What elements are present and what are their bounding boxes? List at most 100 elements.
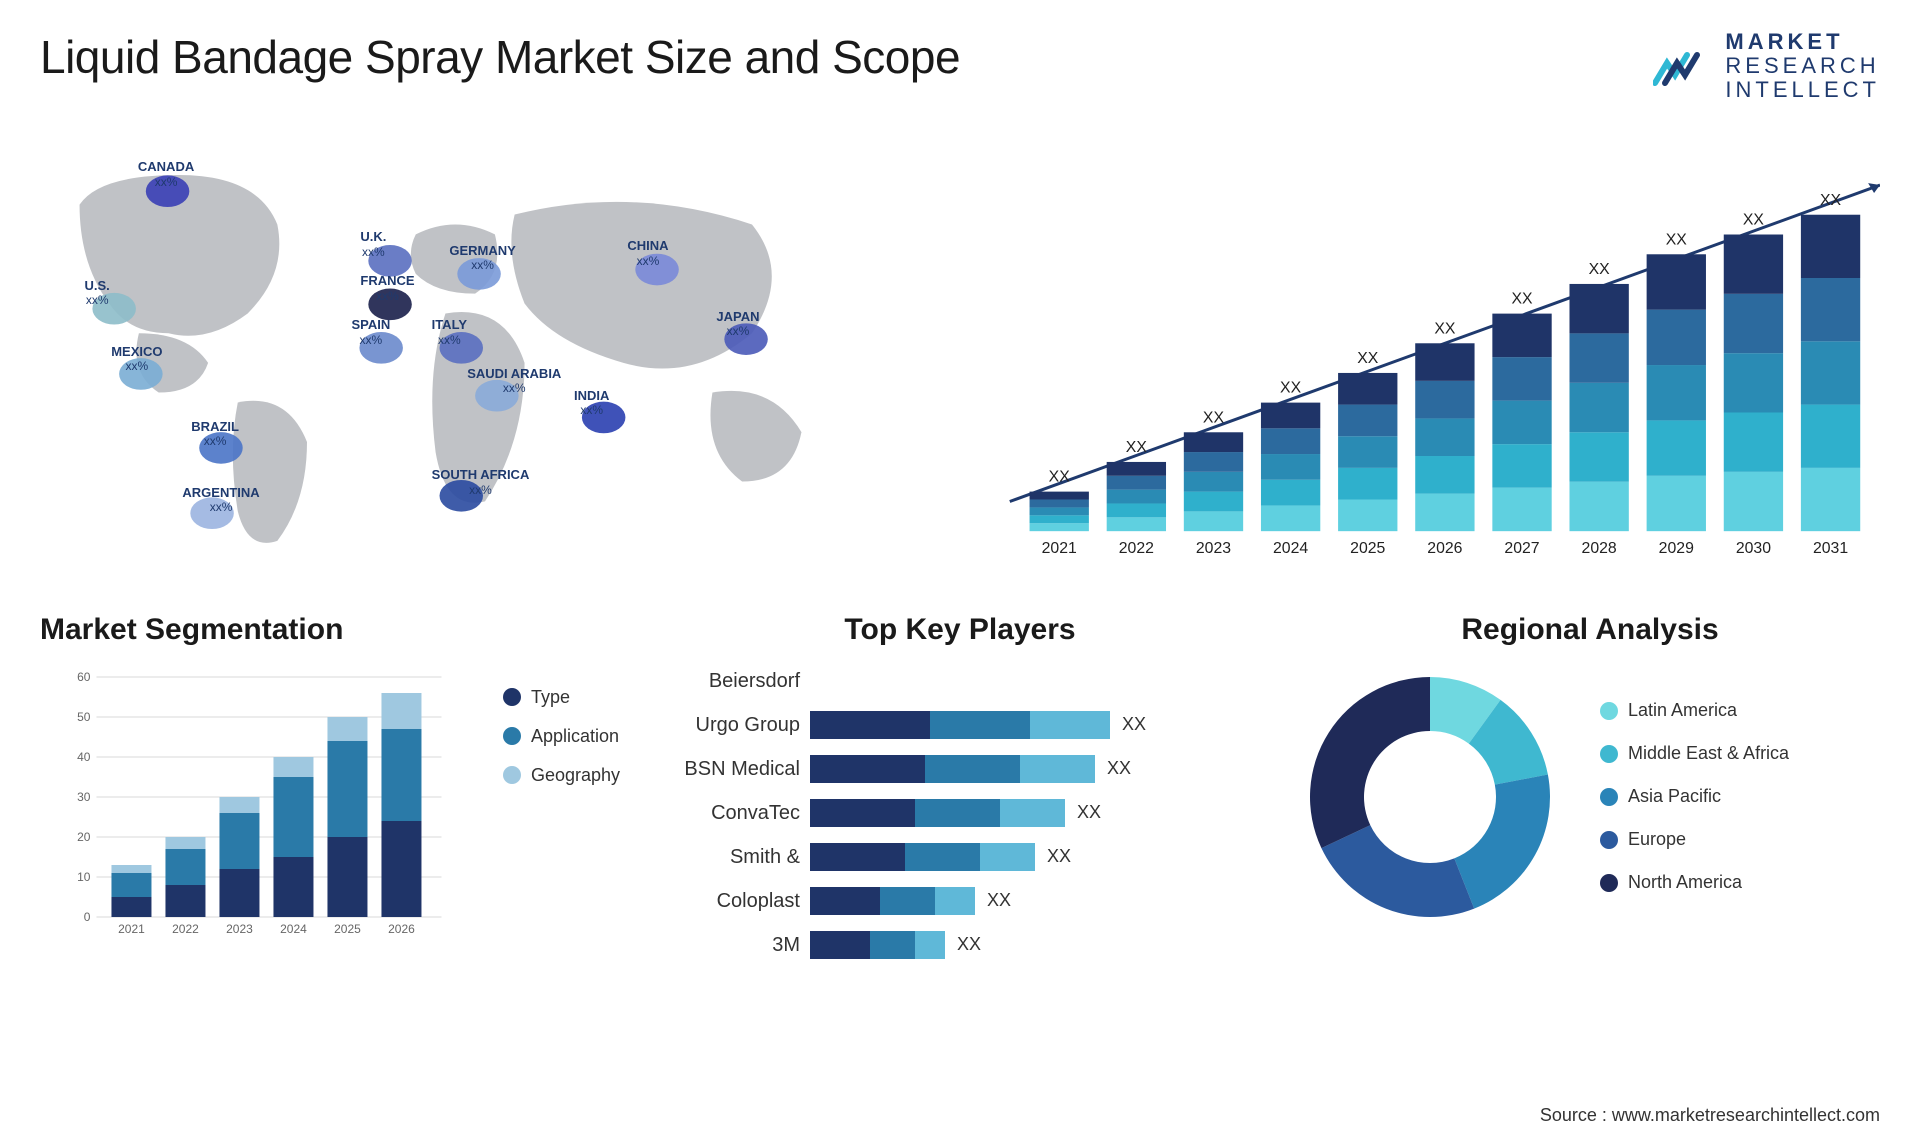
- map-label-saudiarabia: SAUDI ARABIAxx%: [467, 366, 561, 396]
- segmentation-chart: 0102030405060202120222023202420252026: [40, 667, 473, 947]
- player-bar-row: [810, 667, 1250, 695]
- segmentation-legend: Type Application Geography: [503, 667, 620, 947]
- svg-text:2029: 2029: [1659, 539, 1694, 556]
- map-label-brazil: BRAZILxx%: [191, 419, 239, 449]
- player-bar-segment: [810, 799, 915, 827]
- seg-legend-type: Type: [503, 687, 620, 708]
- player-bar-segment: [1020, 755, 1095, 783]
- player-value: XX: [1122, 714, 1146, 735]
- svg-text:XX: XX: [1357, 350, 1379, 367]
- svg-text:XX: XX: [1203, 409, 1225, 426]
- player-bar-segment: [870, 931, 915, 959]
- player-bar-row: XX: [810, 843, 1250, 871]
- player-bar-row: XX: [810, 887, 1250, 915]
- player-bar-segment: [1030, 711, 1110, 739]
- logo-line1: MARKET: [1725, 30, 1880, 54]
- legend-label: Middle East & Africa: [1628, 743, 1789, 764]
- legend-label: Application: [531, 726, 619, 747]
- svg-text:2025: 2025: [1350, 539, 1385, 556]
- svg-text:30: 30: [77, 790, 91, 804]
- svg-text:XX: XX: [1743, 211, 1765, 228]
- legend-dot-icon: [1600, 874, 1618, 892]
- svg-text:2021: 2021: [118, 922, 145, 936]
- players-labels: BeiersdorfUrgo GroupBSN MedicalConvaTecS…: [670, 667, 800, 959]
- player-bar-row: XX: [810, 799, 1250, 827]
- svg-text:XX: XX: [1666, 231, 1688, 248]
- player-bar-segment: [810, 711, 930, 739]
- map-label-mexico: MEXICOxx%: [111, 344, 162, 374]
- player-bar-segment: [810, 755, 925, 783]
- player-bar: [810, 843, 1035, 871]
- legend-dot-icon: [503, 727, 521, 745]
- logo: MARKET RESEARCH INTELLECT: [1653, 30, 1880, 103]
- svg-text:XX: XX: [1820, 191, 1842, 208]
- svg-text:XX: XX: [1434, 320, 1456, 337]
- map-label-china: CHINAxx%: [627, 238, 668, 268]
- regional-title: Regional Analysis: [1300, 613, 1880, 647]
- player-bar-segment: [905, 843, 980, 871]
- player-label: 3M: [670, 931, 800, 959]
- player-bar-row: XX: [810, 755, 1250, 783]
- player-bar-segment: [1000, 799, 1065, 827]
- map-label-germany: GERMANYxx%: [449, 243, 515, 273]
- page-title: Liquid Bandage Spray Market Size and Sco…: [40, 30, 960, 84]
- svg-text:40: 40: [77, 750, 91, 764]
- bottom-row: Market Segmentation 01020304050602021202…: [40, 613, 1880, 1013]
- regional-panel: Regional Analysis Latin America Middle Ea…: [1300, 613, 1880, 1013]
- legend-label: Geography: [531, 765, 620, 786]
- legend-dot-icon: [503, 766, 521, 784]
- legend-dot-icon: [1600, 831, 1618, 849]
- player-value: XX: [1077, 802, 1101, 823]
- player-bar: [810, 799, 1065, 827]
- logo-icon: [1653, 41, 1713, 91]
- player-bar: [810, 711, 1110, 739]
- map-label-italy: ITALYxx%: [432, 317, 467, 347]
- regional-donut: [1300, 667, 1560, 927]
- regional-legend: Latin AmericaMiddle East & AfricaAsia Pa…: [1600, 700, 1789, 893]
- svg-text:2025: 2025: [334, 922, 361, 936]
- logo-line2: RESEARCH: [1725, 54, 1880, 78]
- player-bar-segment: [935, 887, 975, 915]
- legend-dot-icon: [1600, 788, 1618, 806]
- player-bar-segment: [915, 799, 1000, 827]
- player-label: Urgo Group: [670, 711, 800, 739]
- segmentation-panel: Market Segmentation 01020304050602021202…: [40, 613, 620, 1013]
- svg-text:2024: 2024: [280, 922, 307, 936]
- svg-text:2022: 2022: [172, 922, 199, 936]
- player-bar-row: XX: [810, 711, 1250, 739]
- legend-label: Type: [531, 687, 570, 708]
- player-value: XX: [987, 890, 1011, 911]
- map-svg: [40, 133, 930, 573]
- svg-text:60: 60: [77, 670, 91, 684]
- legend-label: Europe: [1628, 829, 1686, 850]
- logo-line3: INTELLECT: [1725, 78, 1880, 102]
- player-label: Coloplast: [670, 887, 800, 915]
- players-bars: XXXXXXXXXXXX: [810, 667, 1250, 959]
- player-bar-segment: [810, 931, 870, 959]
- svg-text:2031: 2031: [1813, 539, 1848, 556]
- seg-legend-application: Application: [503, 726, 620, 747]
- player-label: ConvaTec: [670, 799, 800, 827]
- map-label-japan: JAPANxx%: [716, 309, 759, 339]
- legend-dot-icon: [1600, 702, 1618, 720]
- legend-label: Latin America: [1628, 700, 1737, 721]
- map-label-canada: CANADAxx%: [138, 159, 194, 189]
- growth-chart-svg: XX2021XX2022XX2023XX2024XX2025XX2026XX20…: [990, 163, 1880, 573]
- regional-legend-item: Middle East & Africa: [1600, 743, 1789, 764]
- svg-text:XX: XX: [1589, 261, 1611, 278]
- header: Liquid Bandage Spray Market Size and Sco…: [40, 30, 1880, 103]
- map-label-argentina: ARGENTINAxx%: [182, 485, 259, 515]
- svg-text:2021: 2021: [1042, 539, 1077, 556]
- svg-text:XX: XX: [1280, 379, 1302, 396]
- svg-text:2026: 2026: [1427, 539, 1462, 556]
- player-bar-segment: [810, 887, 880, 915]
- legend-dot-icon: [503, 688, 521, 706]
- regional-legend-item: Europe: [1600, 829, 1789, 850]
- svg-text:XX: XX: [1126, 439, 1148, 456]
- logo-text: MARKET RESEARCH INTELLECT: [1725, 30, 1880, 103]
- player-bar: [810, 887, 975, 915]
- player-label: Smith &: [670, 843, 800, 871]
- regional-legend-item: North America: [1600, 872, 1789, 893]
- svg-text:XX: XX: [1049, 468, 1071, 485]
- player-bar-segment: [880, 887, 935, 915]
